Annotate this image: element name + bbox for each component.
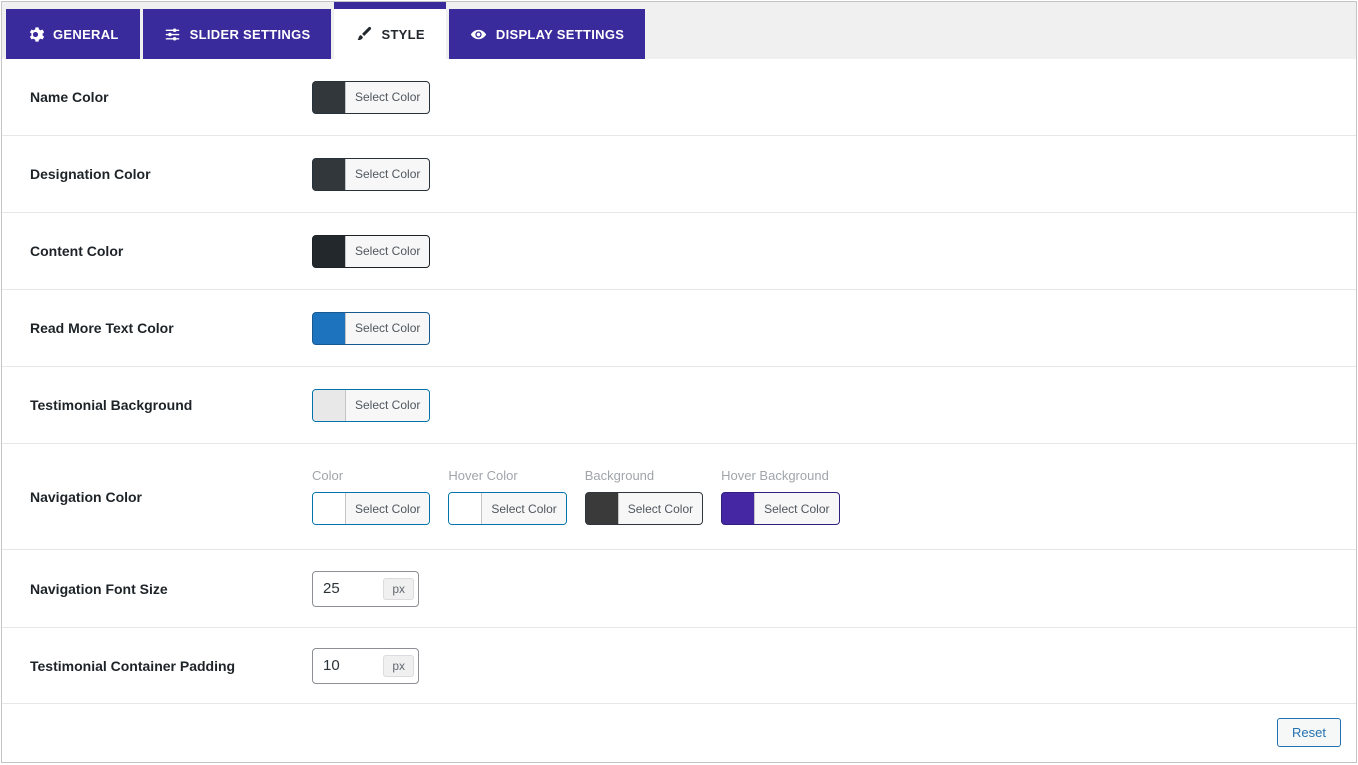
navigation-font-size-field: px [312,570,419,607]
select-color-label: Select Color [345,312,430,344]
content-color-picker[interactable]: Select Color [312,234,431,268]
select-color-label: Select Color [345,493,430,524]
row-testimonial-container-padding: Testimonial Container Padding px [2,628,1356,704]
footer-bar: Reset [2,704,1356,760]
color-swatch [313,389,345,421]
nav-hover-background-picker[interactable]: Select Color [721,492,840,525]
row-label: Name Color [30,89,109,105]
row-label: Navigation Font Size [30,580,168,597]
sliders-icon [165,27,179,41]
row-navigation-font-size: Navigation Font Size px [2,550,1356,628]
color-swatch [313,235,345,267]
nav-background-picker[interactable]: Select Color [584,492,704,525]
color-swatch [313,81,345,113]
tab-label: DISPLAY SETTINGS [495,26,625,42]
select-color-label: Select Color [345,389,430,421]
nav-color-column: Color Select Color [312,468,431,525]
tab-style[interactable]: STYLE [334,2,446,59]
row-label: Testimonial Background [30,397,193,413]
eye-icon [470,29,487,39]
testimonial-container-padding-field: px [312,647,419,684]
tab-label: STYLE [381,26,425,42]
nav-hover-color-picker[interactable]: Select Color [448,492,567,525]
brush-icon [358,26,372,40]
tab-slider-settings[interactable]: SLIDER SETTINGS [142,9,332,59]
settings-tabbar: GENERAL SLIDER SETTINGS STYLE DISPLAY SE… [2,2,1356,59]
select-color-label: Select Color [481,493,566,524]
nav-sublabel: Hover Background [721,468,829,483]
reset-button[interactable]: Reset [1277,717,1341,747]
row-label: Designation Color [30,166,151,182]
row-label: Read More Text Color [30,320,174,336]
select-color-label: Select Color [345,158,430,190]
nav-hover-color-column: Hover Color Select Color [448,468,567,525]
row-content-color: Content Color Select Color [2,213,1356,290]
nav-sublabel: Hover Color [448,468,518,483]
row-read-more-text-color: Read More Text Color Select Color [2,290,1356,367]
read-more-color-picker[interactable]: Select Color [312,311,431,345]
color-swatch [449,493,482,524]
row-designation-color: Designation Color Select Color [2,136,1356,213]
tab-general[interactable]: GENERAL [6,9,140,59]
nav-color-picker[interactable]: Select Color [312,492,431,525]
color-swatch [313,493,345,524]
testimonial-background-picker[interactable]: Select Color [312,388,431,422]
nav-hover-background-column: Hover Background Select Color [721,468,840,525]
style-settings-list: Name Color Select Color Designation Colo… [2,59,1356,762]
nav-sublabel: Color [312,468,344,483]
color-swatch [313,158,345,190]
select-color-label: Select Color [617,493,703,524]
color-swatch [585,493,618,524]
select-color-label: Select Color [345,81,430,113]
tab-display-settings[interactable]: DISPLAY SETTINGS [448,9,646,59]
designation-color-picker[interactable]: Select Color [312,157,431,191]
nav-background-column: Background Select Color [584,468,704,525]
px-unit-badge: px [383,654,414,677]
row-label: Navigation Color [30,488,143,505]
row-label: Content Color [30,243,124,259]
px-unit-badge: px [383,577,414,600]
row-navigation-color: Navigation Color Color Select Color Hove… [2,444,1356,550]
row-name-color: Name Color Select Color [2,59,1356,136]
gear-icon [30,26,44,42]
testimonial-container-padding-input[interactable] [323,657,381,674]
row-testimonial-background: Testimonial Background Select Color [2,367,1356,444]
nav-sublabel: Background [584,468,655,483]
name-color-picker[interactable]: Select Color [312,80,431,114]
tab-label: SLIDER SETTINGS [189,26,311,42]
tab-label: GENERAL [53,26,119,42]
color-swatch [722,493,755,524]
color-swatch [313,312,345,344]
row-label: Testimonial Container Padding [30,657,236,674]
select-color-label: Select Color [754,493,839,524]
navigation-font-size-input[interactable] [323,580,381,597]
select-color-label: Select Color [345,235,430,267]
